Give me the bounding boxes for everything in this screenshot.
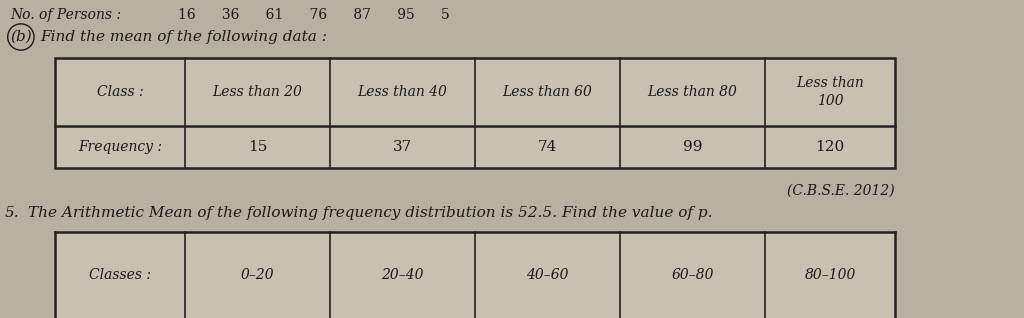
Text: The Arithmetic Mean of the following frequency distribution is 52.5. Find the va: The Arithmetic Mean of the following fre… bbox=[28, 206, 713, 220]
Text: (C.B.S.E. 2012): (C.B.S.E. 2012) bbox=[787, 184, 895, 198]
Bar bbox=[55, 58, 895, 168]
Text: 16      36      61      76      87      95      5: 16 36 61 76 87 95 5 bbox=[178, 8, 450, 22]
Text: 5.: 5. bbox=[5, 206, 19, 220]
Text: 74: 74 bbox=[538, 140, 557, 154]
Text: Less than 60: Less than 60 bbox=[503, 85, 593, 99]
Text: 20–40: 20–40 bbox=[381, 268, 424, 282]
Text: Less than 80: Less than 80 bbox=[647, 85, 737, 99]
Text: Less than 20: Less than 20 bbox=[213, 85, 302, 99]
Text: 37: 37 bbox=[393, 140, 412, 154]
Text: 40–60: 40–60 bbox=[526, 268, 568, 282]
Text: Less than
100: Less than 100 bbox=[796, 76, 864, 108]
Text: Less than 40: Less than 40 bbox=[357, 85, 447, 99]
Text: 15: 15 bbox=[248, 140, 267, 154]
Text: (b): (b) bbox=[10, 30, 32, 44]
Bar bbox=[55, 58, 895, 168]
Text: No. of Persons :: No. of Persons : bbox=[10, 8, 121, 22]
Text: Class :: Class : bbox=[96, 85, 143, 99]
Text: Frequency :: Frequency : bbox=[78, 140, 162, 154]
Text: 99: 99 bbox=[683, 140, 702, 154]
Text: 0–20: 0–20 bbox=[241, 268, 274, 282]
Text: 120: 120 bbox=[815, 140, 845, 154]
Text: Classes :: Classes : bbox=[89, 268, 151, 282]
Text: 80–100: 80–100 bbox=[804, 268, 856, 282]
Text: 60–80: 60–80 bbox=[672, 268, 714, 282]
Text: Find the mean of the following data :: Find the mean of the following data : bbox=[40, 30, 327, 44]
Bar bbox=[55, 232, 895, 318]
